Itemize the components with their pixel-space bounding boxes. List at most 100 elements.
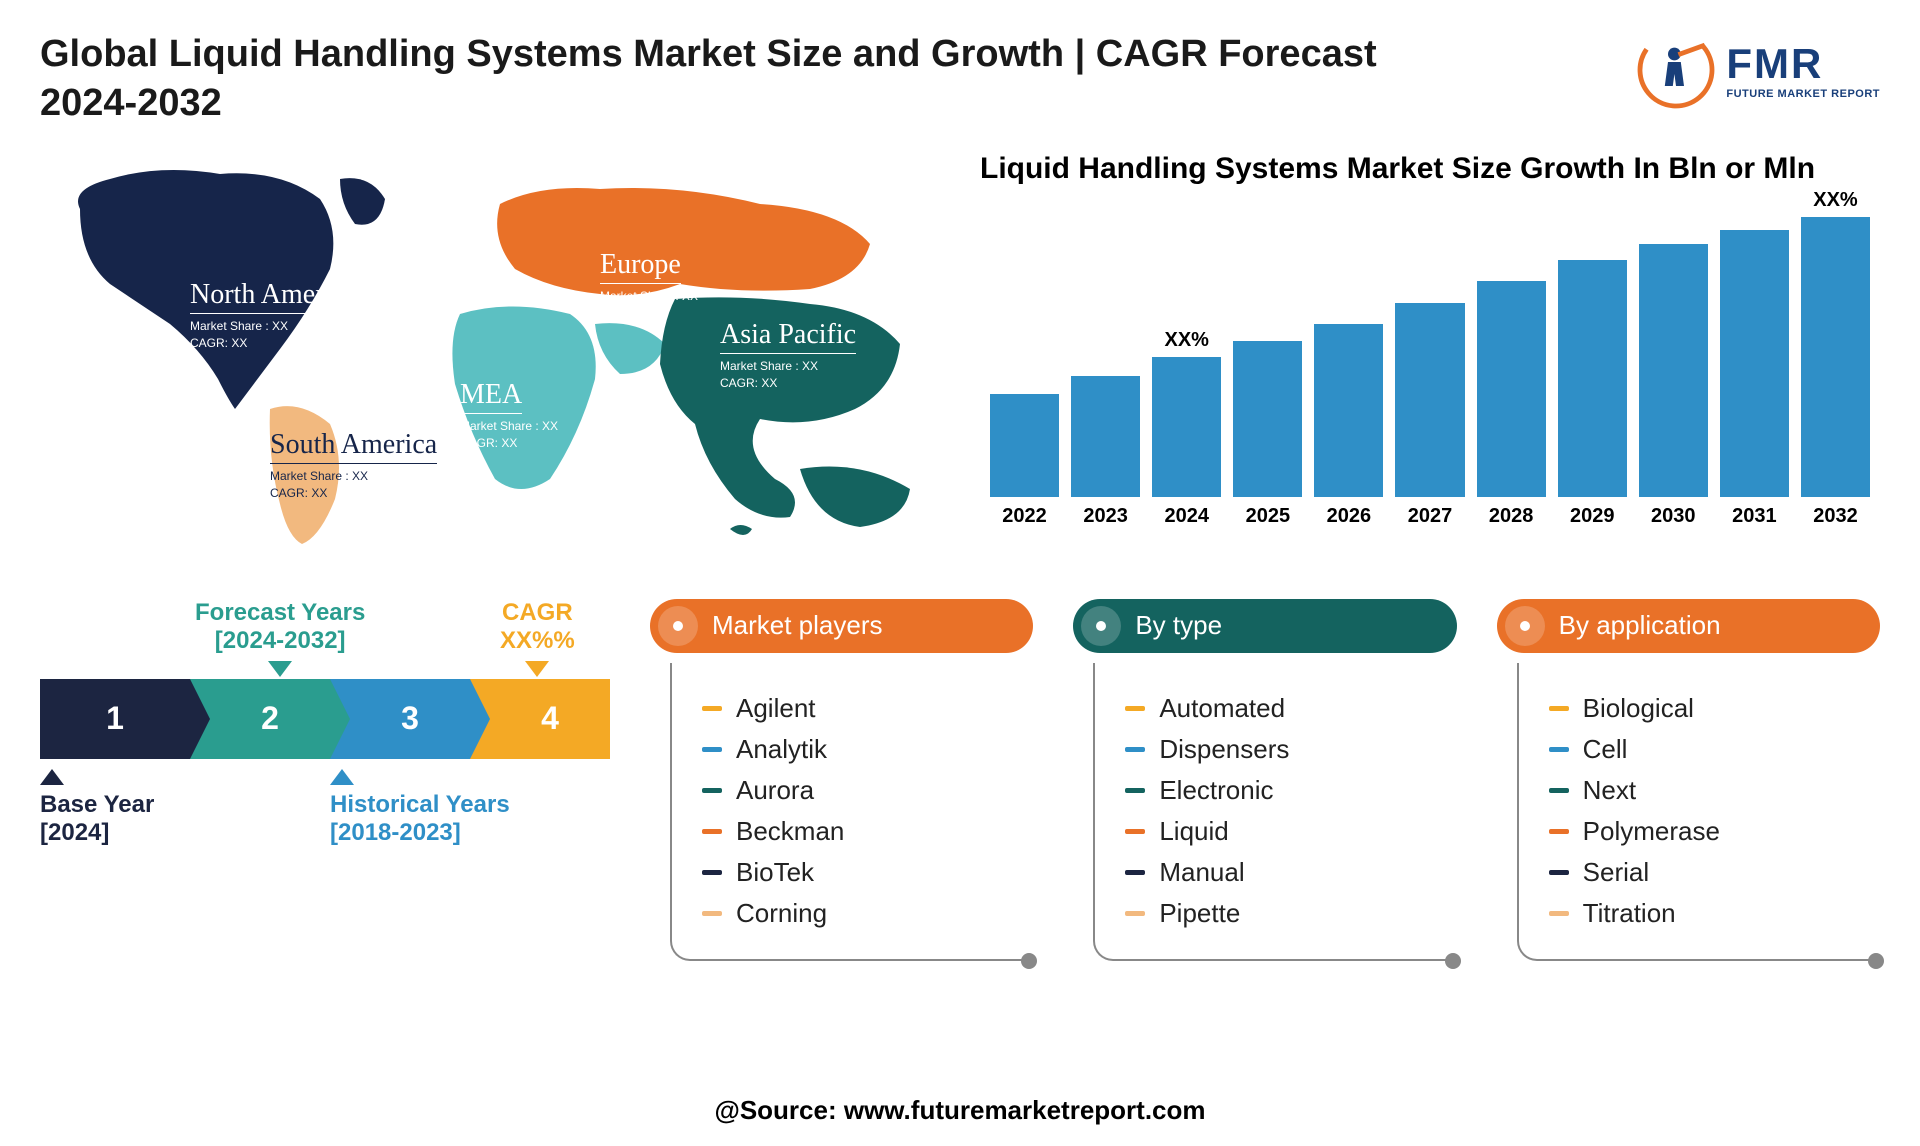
dash-icon [1125, 829, 1145, 834]
category-item-text: Serial [1583, 857, 1649, 888]
bar-column: 2029 [1558, 260, 1627, 528]
bar-column: 2025 [1233, 341, 1302, 528]
timeline-segment: 4 [470, 679, 610, 759]
category-item-text: Dispensers [1159, 734, 1289, 765]
dash-icon [702, 829, 722, 834]
bar-rect: XX% [1801, 217, 1870, 497]
category-item-text: Corning [736, 898, 827, 929]
bar-annotation: XX% [1813, 189, 1857, 212]
map-region-label: Asia PacificMarket Share : XXCAGR: XX [720, 319, 856, 392]
timeline-label-bottom: Base Year[2024] [40, 769, 154, 847]
category-header-text: By application [1559, 610, 1721, 641]
world-map: North AmericaMarket Share : XXCAGR: XX So… [40, 149, 940, 549]
category-item: Liquid [1125, 816, 1446, 847]
map-region-label: South AmericaMarket Share : XXCAGR: XX [270, 429, 437, 502]
dash-icon [1125, 788, 1145, 793]
category-item: Dispensers [1125, 734, 1446, 765]
category-item-text: Liquid [1159, 816, 1228, 847]
category-item: Aurora [702, 775, 1023, 806]
category-item-text: BioTek [736, 857, 814, 888]
map-region-label: MEAMarket Share : XXCAGR: XX [460, 379, 558, 452]
bar-rect [1395, 303, 1464, 497]
bar-rect [990, 394, 1059, 496]
bar-year-label: 2026 [1327, 505, 1372, 528]
bar-column: 2028 [1477, 281, 1546, 527]
dash-icon [1125, 706, 1145, 711]
category-item-text: Cell [1583, 734, 1628, 765]
dash-icon [702, 870, 722, 875]
category-item: Manual [1125, 857, 1446, 888]
timeline-label-bottom: Historical Years[2018-2023] [330, 769, 510, 847]
category-item-text: Pipette [1159, 898, 1240, 929]
bar-year-label: 2024 [1164, 505, 1209, 528]
category-item: Beckman [702, 816, 1023, 847]
bar-year-label: 2032 [1813, 505, 1858, 528]
bar-column: 2027 [1395, 303, 1464, 528]
category-item-text: Beckman [736, 816, 844, 847]
map-region-label: EuropeMarket Share : XXCAGR: XX [600, 249, 698, 322]
category-item-text: Aurora [736, 775, 814, 806]
category-column: Market players Agilent Analytik Aurora Beckm… [650, 599, 1033, 961]
bullet-icon [1081, 606, 1121, 646]
bar-column: 2030 [1639, 244, 1708, 528]
dash-icon [1549, 870, 1569, 875]
category-frame: Automated Dispensers Electronic Liquid Manua… [1093, 663, 1456, 961]
timeline-segment: 2 [190, 679, 330, 759]
category-item: Cell [1549, 734, 1870, 765]
dash-icon [1549, 747, 1569, 752]
category-frame: Agilent Analytik Aurora Beckman BioTek Cornin… [670, 663, 1033, 961]
category-item: Corning [702, 898, 1023, 929]
bar-annotation: XX% [1165, 329, 1209, 352]
category-item-text: Titration [1583, 898, 1676, 929]
bar-year-label: 2030 [1651, 505, 1696, 528]
bar-column: 2023 [1071, 376, 1140, 528]
timeline-segment: 1 [40, 679, 190, 759]
category-header: By type [1073, 599, 1456, 653]
category-header: Market players [650, 599, 1033, 653]
category-item-text: Agilent [736, 693, 816, 724]
bar-rect [1071, 376, 1140, 497]
dash-icon [1549, 829, 1569, 834]
timeline-label-top: Forecast Years[2024-2032] [195, 599, 365, 677]
category-header-text: By type [1135, 610, 1222, 641]
dash-icon [1549, 706, 1569, 711]
category-item-text: Automated [1159, 693, 1285, 724]
category-item: BioTek [702, 857, 1023, 888]
dash-icon [1125, 870, 1145, 875]
bar-rect [1720, 230, 1789, 497]
category-item: Automated [1125, 693, 1446, 724]
bar-column: XX% 2024 [1152, 357, 1221, 528]
logo-text-sub: FUTURE MARKET REPORT [1726, 88, 1880, 100]
dash-icon [1125, 911, 1145, 916]
bar-chart: Liquid Handling Systems Market Size Grow… [980, 149, 1880, 549]
bullet-icon [1505, 606, 1545, 646]
bar-column: 2031 [1720, 230, 1789, 528]
category-item: Biological [1549, 693, 1870, 724]
category-item-text: Analytik [736, 734, 827, 765]
bar-column: XX% 2032 [1801, 217, 1870, 528]
bar-year-label: 2031 [1732, 505, 1777, 528]
bar-rect [1558, 260, 1627, 497]
category-item: Next [1549, 775, 1870, 806]
category-item-text: Manual [1159, 857, 1244, 888]
timeline: Forecast Years[2024-2032] CAGRXX%% 1234 B… [40, 599, 620, 961]
category-item: Serial [1549, 857, 1870, 888]
bar-rect [1477, 281, 1546, 496]
category-item-text: Electronic [1159, 775, 1273, 806]
bar-column: 2026 [1314, 324, 1383, 527]
category-item-text: Next [1583, 775, 1636, 806]
dash-icon [1549, 788, 1569, 793]
category-item: Titration [1549, 898, 1870, 929]
bar-rect: XX% [1152, 357, 1221, 497]
source-text: @Source: www.futuremarketreport.com [714, 1095, 1205, 1126]
category-item: Analytik [702, 734, 1023, 765]
dash-icon [1549, 911, 1569, 916]
bar-year-label: 2028 [1489, 505, 1534, 528]
map-region-label: North AmericaMarket Share : XXCAGR: XX [190, 279, 357, 352]
bar-year-label: 2025 [1246, 505, 1291, 528]
telescope-person-icon [1636, 30, 1716, 110]
timeline-label-top: CAGRXX%% [500, 599, 575, 677]
category-column: By applicationBiologicalCellNextPolymera… [1497, 599, 1880, 961]
bar-column: 2022 [990, 394, 1059, 527]
timeline-segment: 3 [330, 679, 470, 759]
